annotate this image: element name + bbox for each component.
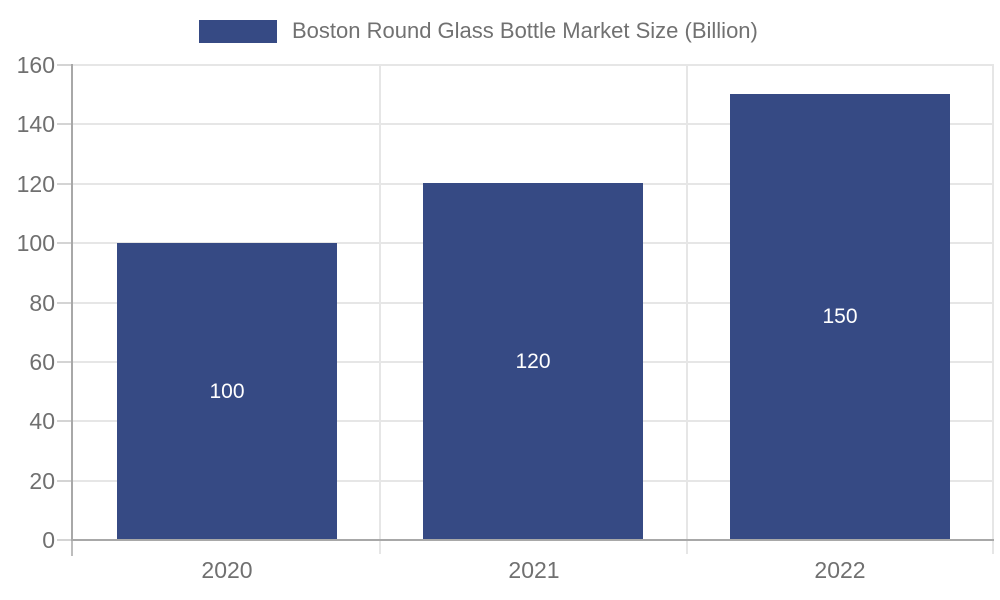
legend[interactable]: Boston Round Glass Bottle Market Size (B… <box>199 17 758 45</box>
y-axis-line <box>71 64 73 541</box>
legend-label: Boston Round Glass Bottle Market Size (B… <box>292 18 758 43</box>
y-tick <box>57 183 71 185</box>
y-tick <box>57 361 71 363</box>
y-tick <box>57 480 71 482</box>
x-tick-label-2020: 2020 <box>201 557 253 583</box>
gridline-y140 <box>72 123 993 125</box>
x-tick-label-2022: 2022 <box>814 557 866 583</box>
bar-2022[interactable]: 150 <box>730 94 950 540</box>
gridline-x-band2 <box>686 64 688 554</box>
y-tick-label: 80 <box>29 290 55 316</box>
legend-swatch-icon <box>199 19 277 43</box>
y-tick <box>57 64 71 66</box>
bar-2021[interactable]: 120 <box>423 183 643 540</box>
y-tick-label: 100 <box>16 230 55 256</box>
y-tick-label: 40 <box>29 408 55 434</box>
y-tick <box>57 539 71 541</box>
bar-2020[interactable]: 100 <box>117 243 337 540</box>
y-tick-label: 20 <box>29 468 55 494</box>
y-tick <box>57 242 71 244</box>
bar-value-label: 120 <box>515 349 551 373</box>
gridline-y160 <box>72 64 993 66</box>
y-tick-label: 0 <box>42 527 55 553</box>
bar-value-label: 100 <box>209 379 245 403</box>
plot-right-border <box>992 64 994 554</box>
x-axis-line <box>71 539 994 541</box>
y-tick-label: 140 <box>16 111 55 137</box>
x-tick-label-2021: 2021 <box>508 557 560 583</box>
gridline-x-band1 <box>379 64 381 554</box>
y-tick <box>57 302 71 304</box>
y-tick-label: 120 <box>16 171 55 197</box>
y-tick-label: 60 <box>29 349 55 375</box>
bar-value-label: 150 <box>822 305 858 328</box>
y-tick <box>57 123 71 125</box>
y-tick <box>57 420 71 422</box>
y-tick-label: 160 <box>16 52 55 78</box>
x-axis-origin-tick <box>71 541 73 556</box>
